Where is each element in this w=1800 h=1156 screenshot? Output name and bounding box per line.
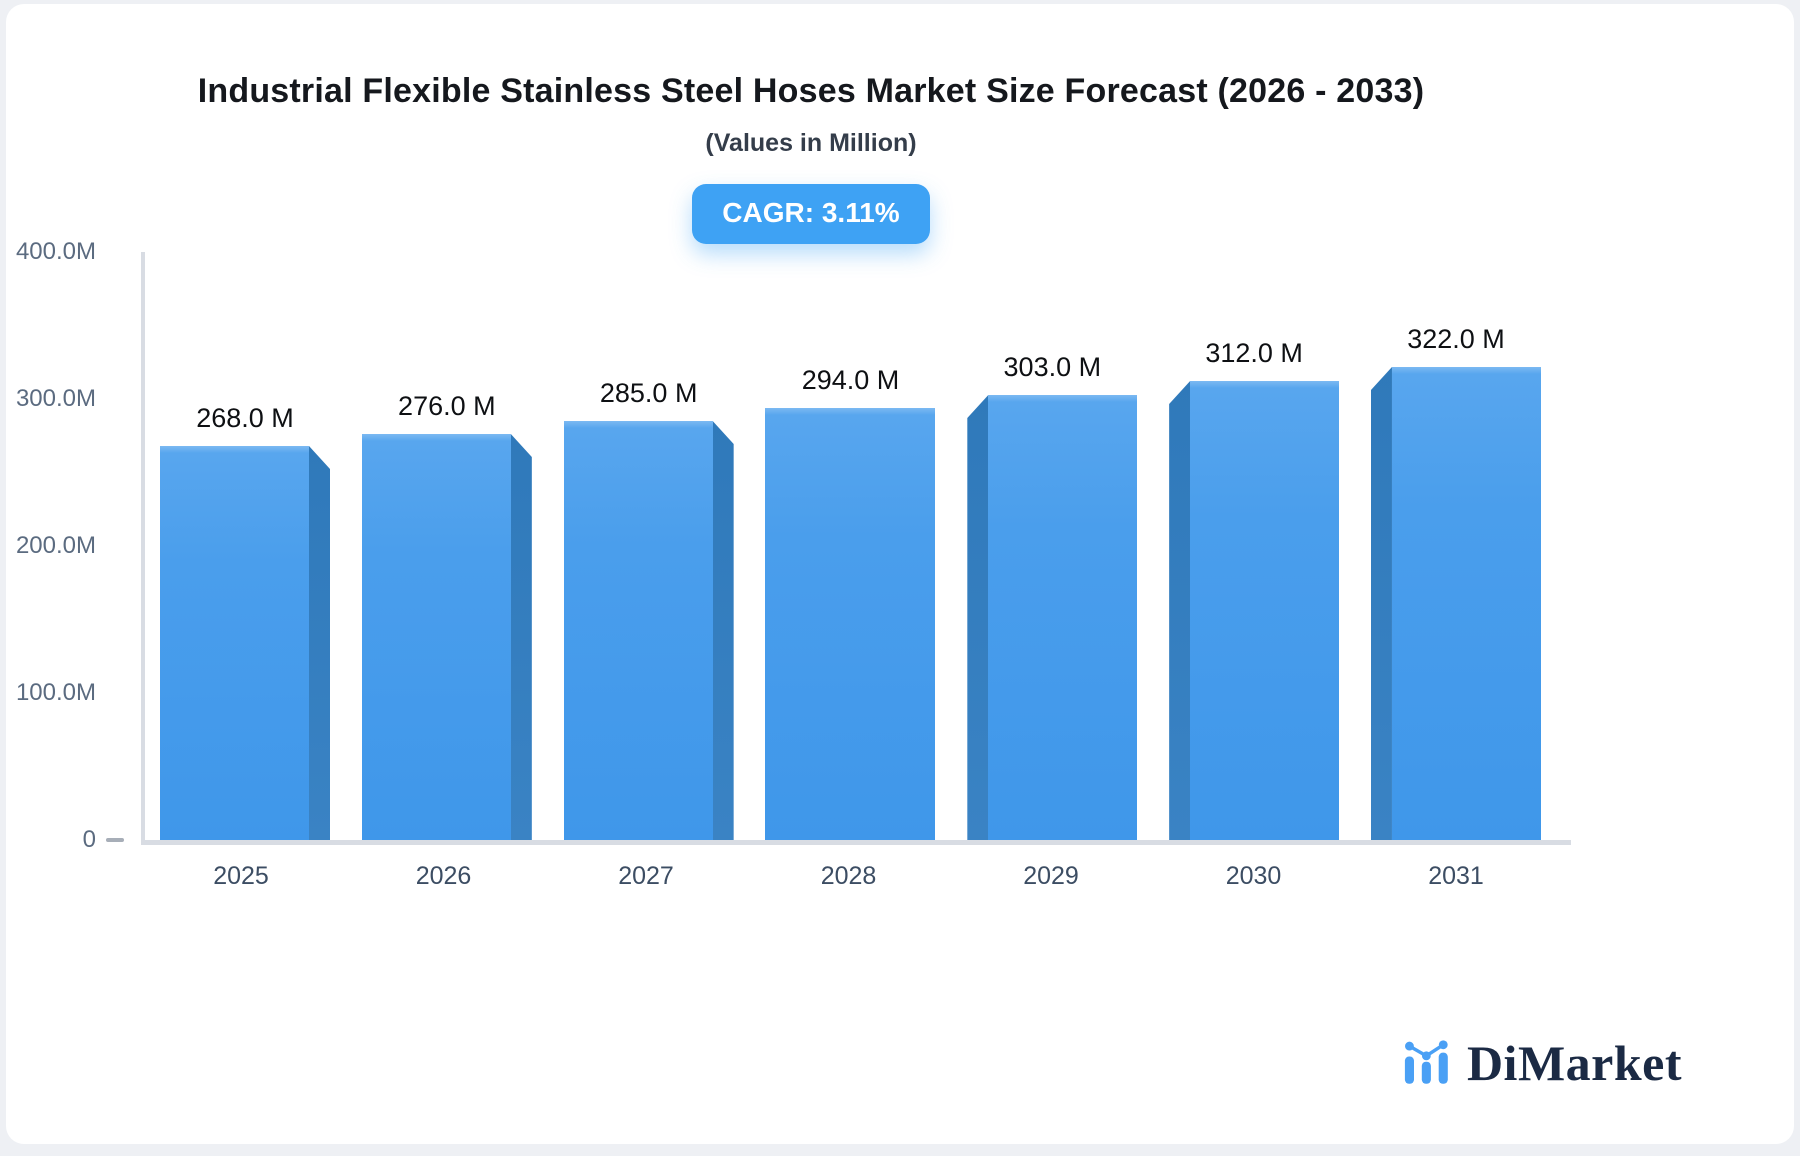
bar-face: [988, 395, 1138, 840]
bar-chart-logo-icon: [1404, 1040, 1448, 1084]
bar-2029: [967, 395, 1138, 840]
brand-name: DiMarket: [1466, 1035, 1682, 1091]
cagr-badge: CAGR: 3.11%: [692, 184, 930, 244]
bar-value-label: 322.0 M: [1407, 324, 1505, 354]
bar-group-2026: 276.0 M: [361, 252, 532, 840]
bar-side-shade: [309, 446, 330, 840]
chart-title: Industrial Flexible Stainless Steel Hose…: [197, 72, 1425, 110]
report-card: Industrial Flexible Stainless Steel Hose…: [6, 4, 1794, 1144]
x-tick-label-2030: 2030: [1225, 862, 1282, 890]
chart-subtitle: (Values in Million): [705, 129, 917, 157]
bar-2025: [160, 446, 330, 840]
bar-value-label: 285.0 M: [599, 378, 698, 408]
badge-row: CAGR: 3.11%: [46, 184, 1576, 244]
x-tick-label-2026: 2026: [415, 862, 472, 890]
x-tick-label-2029: 2029: [1023, 862, 1079, 890]
bar-value-label: 294.0 M: [801, 365, 900, 395]
bar-2026: [361, 434, 532, 840]
bar-2030: [1169, 381, 1340, 840]
plot-area: 268.0 M 276.0 M 285.0 M 294.0 M 303.0 M 312.0…: [141, 252, 1571, 845]
bar-side-shade: [510, 434, 532, 840]
bars-container: 268.0 M 276.0 M 285.0 M 294.0 M 303.0 M 312.0…: [160, 252, 1541, 840]
y-tick-label: 300.0M: [15, 385, 96, 412]
bar-group-2027: 285.0 M: [563, 252, 734, 840]
bar-face: [361, 434, 511, 840]
bar-group-2030: 312.0 M: [1169, 252, 1340, 840]
bar-side-shade: [1169, 381, 1191, 840]
y-axis-tick-labels: 400.0M 300.0M 200.0M 100.0M 0: [16, 238, 141, 853]
bar-2031: [1370, 367, 1541, 840]
y-tick-label: 200.0M: [15, 532, 96, 559]
bar-side-shade: [1370, 367, 1392, 840]
bar-face: [765, 408, 936, 840]
chart-header: Industrial Flexible Stainless Steel Hose…: [46, 72, 1576, 244]
bar-value-label: 268.0 M: [196, 403, 294, 433]
x-tick-label-2028: 2028: [820, 862, 877, 890]
bar-value-label: 276.0 M: [398, 391, 496, 421]
bar-group-2031: 322.0 M: [1370, 252, 1541, 840]
y-tick-label: 0: [82, 826, 96, 853]
bar-face: [1190, 381, 1340, 840]
x-tick-label-2027: 2027: [618, 862, 674, 890]
brand-logo: DiMarket: [1401, 1034, 1682, 1092]
bar-face: [563, 421, 713, 840]
bar-chart: 400.0M 300.0M 200.0M 100.0M 0 268.0 M 276.0 M…: [16, 238, 1571, 912]
bar-group-2025: 268.0 M: [160, 252, 330, 840]
bar-side-shade: [712, 421, 734, 840]
x-tick-label-2031: 2031: [1428, 862, 1484, 890]
x-tick-label-2025: 2025: [213, 862, 269, 890]
bar-face: [1391, 367, 1541, 840]
bar-group-2029: 303.0 M: [967, 252, 1138, 840]
bar-2027: [563, 421, 734, 840]
bar-value-label: 312.0 M: [1205, 338, 1303, 368]
bar-face: [160, 446, 309, 840]
x-axis-tick-labels: 2025 2026 2027 2028 2029 2030 2031: [156, 862, 1541, 891]
y-tick-label: 100.0M: [15, 679, 96, 706]
y-tick-label: 400.0M: [15, 238, 96, 265]
bar-value-label: 303.0 M: [1003, 352, 1102, 382]
bar-group-2028: 294.0 M: [765, 252, 936, 840]
bar-side-shade: [967, 395, 989, 840]
bar-2028: [765, 408, 936, 840]
zero-tick-mark: [106, 838, 124, 842]
